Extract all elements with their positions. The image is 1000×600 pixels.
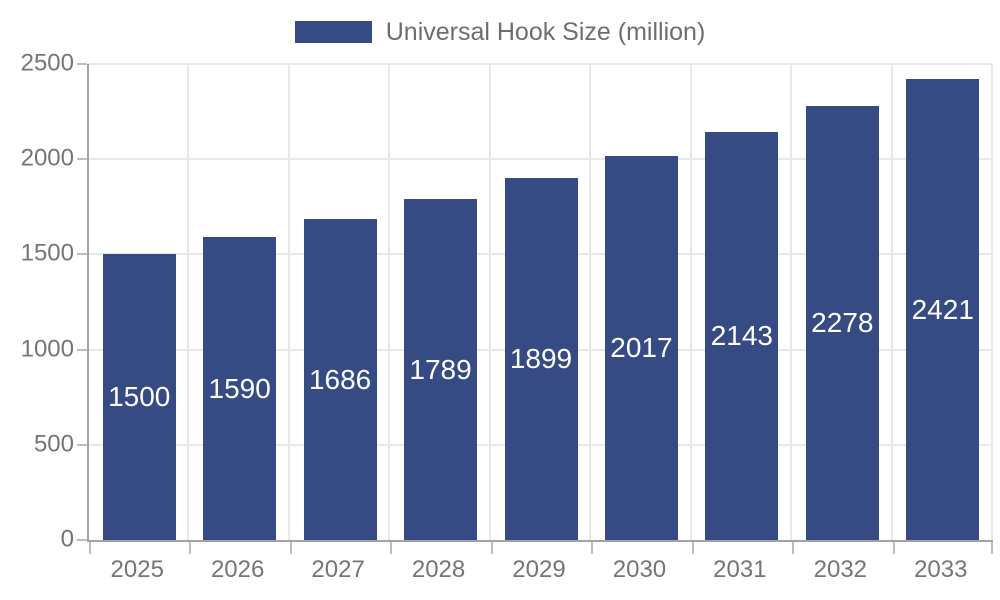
- bar[interactable]: 1590: [203, 237, 277, 540]
- y-axis-tick-label: 500: [33, 430, 74, 458]
- gridline-horizontal: [89, 63, 993, 65]
- x-axis-tick-label: 2025: [110, 556, 164, 583]
- gridline-vertical: [991, 64, 993, 540]
- x-axis-tick: [892, 542, 895, 554]
- legend[interactable]: Universal Hook Size (million): [0, 18, 1000, 46]
- bar-value-label: 1686: [308, 363, 372, 395]
- bar[interactable]: 1686: [303, 219, 377, 540]
- bar[interactable]: 1899: [504, 178, 578, 540]
- x-axis-tick: [89, 542, 91, 554]
- y-axis-tick: [77, 253, 87, 256]
- x-axis-tick-label: 2028: [411, 556, 466, 583]
- gridline-horizontal: [89, 158, 993, 161]
- bar[interactable]: 2017: [604, 155, 678, 540]
- gridline-vertical: [488, 64, 491, 540]
- bar-value-label: 1590: [208, 372, 271, 404]
- bar-value-label: 1899: [509, 343, 573, 375]
- legend-label: Universal Hook Size (million): [385, 18, 706, 46]
- x-axis-tick: [189, 542, 192, 554]
- x-axis-tick-label: 2030: [612, 556, 667, 583]
- bar-value-label: 2143: [710, 319, 774, 351]
- x-axis-tick-label: 2027: [311, 556, 365, 583]
- legend-swatch-icon: [294, 21, 372, 43]
- bar[interactable]: 2143: [705, 131, 779, 540]
- gridline-vertical: [790, 64, 793, 540]
- gridline-vertical: [589, 64, 592, 540]
- gridline-vertical: [689, 64, 692, 540]
- y-axis-tick-label: 2500: [20, 49, 74, 77]
- bar[interactable]: 1789: [404, 199, 478, 540]
- plot-area: 1500 1590 1686 1789 1899 2017 2143 2278 2421: [77, 63, 993, 554]
- x-axis-tick: [490, 542, 493, 554]
- x-axis-tick-label: 2033: [914, 556, 968, 583]
- bar-value-label: 2017: [610, 331, 673, 363]
- y-axis-tick: [77, 158, 87, 161]
- bar[interactable]: 2421: [906, 79, 980, 540]
- bar[interactable]: 2278: [805, 106, 879, 540]
- bar-value-label: 1500: [108, 381, 171, 413]
- bar[interactable]: 1500: [102, 254, 176, 540]
- x-axis-tick-label: 2026: [210, 556, 265, 583]
- bar-value-label: 1789: [409, 353, 472, 385]
- x-axis-tick: [289, 542, 292, 554]
- bar-value-label: 2278: [811, 307, 874, 339]
- y-axis-tick-label: 0: [60, 525, 74, 553]
- y-axis-tick: [77, 443, 87, 446]
- y-axis-tick-label: 1500: [20, 239, 74, 267]
- x-axis-tick: [691, 542, 694, 554]
- x-axis-tick-label: 2029: [512, 556, 566, 583]
- gridline-vertical: [187, 64, 190, 540]
- gridline-vertical: [287, 64, 290, 540]
- gridline-vertical: [388, 64, 391, 540]
- y-axis-tick: [77, 348, 87, 351]
- x-axis-tick: [390, 542, 393, 554]
- y-axis-tick: [77, 63, 87, 65]
- x-axis-tick-label: 2032: [813, 556, 868, 583]
- x-axis-tick: [991, 542, 993, 554]
- gridline-vertical: [890, 64, 893, 540]
- y-axis-tick: [77, 539, 87, 541]
- y-axis-tick-label: 2000: [20, 144, 74, 172]
- bar-value-label: 2421: [911, 293, 974, 325]
- x-axis-tick: [792, 542, 795, 554]
- y-axis-tick-label: 1000: [20, 335, 74, 363]
- x-axis-tick: [591, 542, 594, 554]
- x-axis-tick-label: 2031: [713, 556, 767, 583]
